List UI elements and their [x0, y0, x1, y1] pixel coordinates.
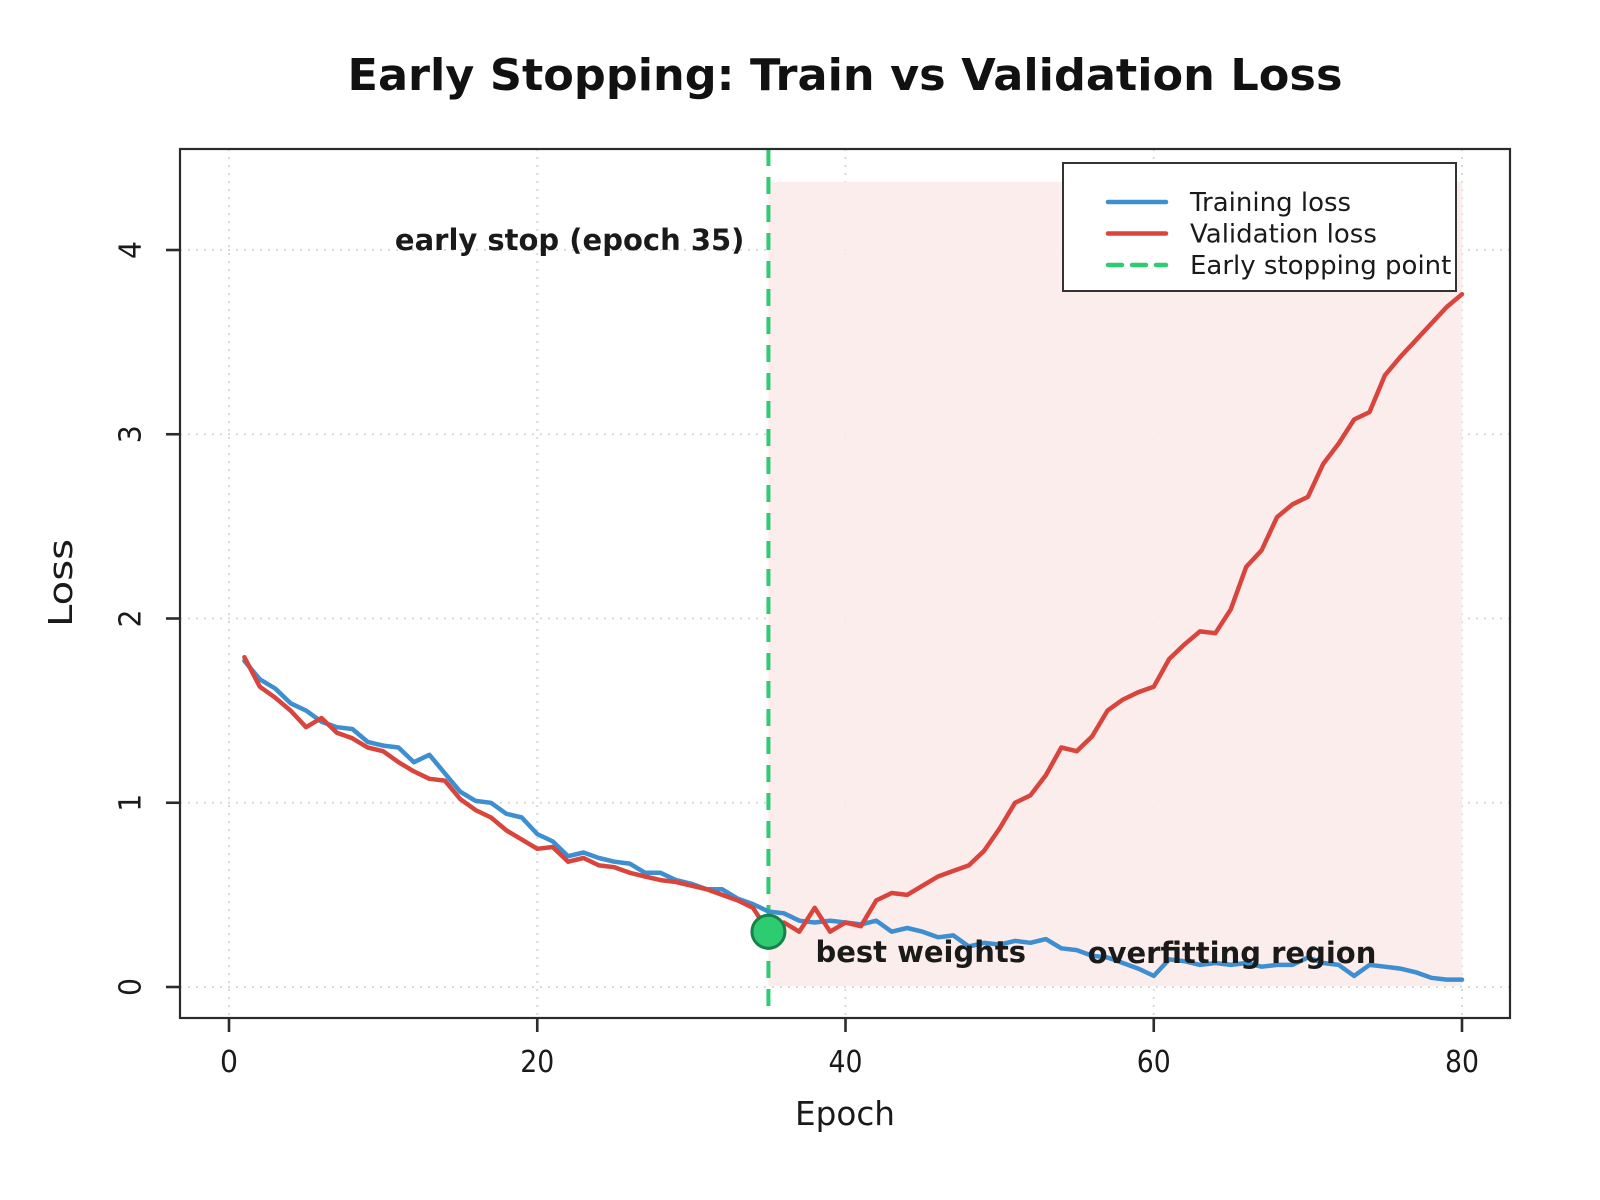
legend-label-2: Early stopping point — [1190, 251, 1451, 281]
legend-item-1: Validation loss — [1105, 220, 1377, 250]
annotation-overfitting-region: overfitting region — [1088, 936, 1377, 970]
validation-loss-line — [242, 291, 1465, 934]
overfitting-region-shading — [768, 181, 1462, 987]
best-weights-marker — [750, 913, 787, 950]
legend-item-2: Early stopping point — [1105, 251, 1451, 281]
annotation-early-stop: early stop (epoch 35) — [395, 223, 745, 257]
chart-title: Early Stopping: Train vs Validation Loss — [348, 50, 1343, 101]
y-tick-label-3: 3 — [114, 425, 149, 443]
y-tick-label-2: 2 — [114, 610, 149, 628]
y-axis-title: Loss — [41, 539, 80, 627]
legend-item-0: Training loss — [1105, 188, 1351, 218]
y-tick-label-0: 0 — [114, 978, 149, 996]
y-tick-label-4: 4 — [114, 241, 149, 259]
x-tick-label-2: 40 — [829, 1045, 863, 1080]
legend-box — [1062, 162, 1457, 292]
x-tick-label-0: 0 — [220, 1045, 238, 1080]
x-tick-label-3: 60 — [1137, 1045, 1171, 1080]
legend-label-0: Training loss — [1189, 188, 1351, 218]
x-axis-title: Epoch — [795, 1094, 895, 1133]
annotation-best-weights: best weights — [815, 935, 1026, 969]
x-tick-label-1: 20 — [520, 1045, 554, 1080]
x-tick-label-4: 80 — [1445, 1045, 1479, 1080]
legend-label-1: Validation loss — [1190, 220, 1377, 250]
y-tick-label-1: 1 — [114, 794, 149, 812]
